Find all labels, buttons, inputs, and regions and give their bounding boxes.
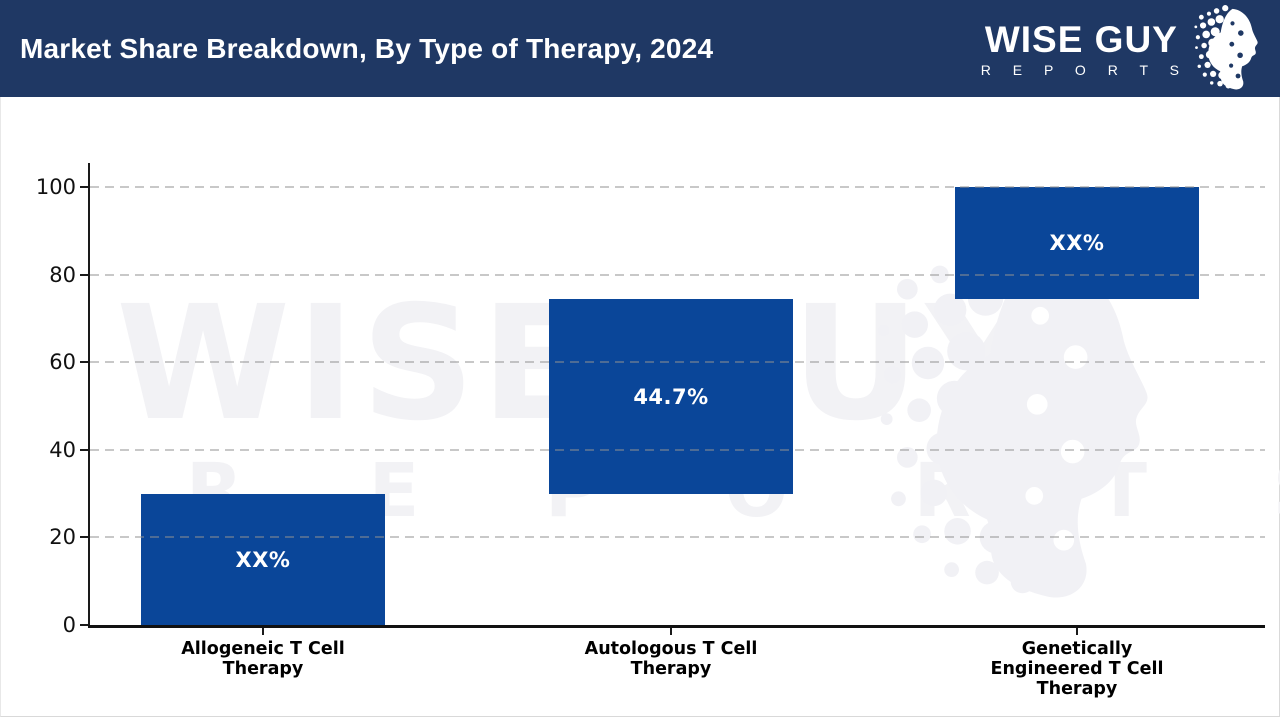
x-tick-2: [670, 628, 672, 635]
y-tick-60: [80, 361, 88, 364]
y-axis-line: [88, 163, 90, 628]
y-tick-label-60: 60: [49, 350, 76, 375]
gridline-80: [90, 273, 1265, 276]
x-category-label-2: Autologous T Cell Therapy: [584, 639, 758, 679]
y-tick-20: [80, 536, 88, 539]
bar-2: 44.7%: [549, 298, 793, 495]
bar-value-label-1: XX%: [235, 547, 291, 572]
y-tick-100: [80, 186, 88, 188]
gridline-40: [90, 448, 1265, 451]
y-tick-label-0: 0: [62, 613, 76, 637]
x-tick-3: [1076, 628, 1078, 635]
logo-name: WISE GUY: [984, 18, 1178, 60]
y-tick-label-80: 80: [49, 262, 76, 287]
bar-value-label-2: 44.7%: [633, 384, 709, 409]
y-tick-label-20: 20: [49, 525, 76, 550]
x-axis-line: [88, 625, 1265, 628]
page-title: Market Share Breakdown, By Type of Thera…: [20, 32, 714, 64]
gridline-100: [90, 186, 1265, 188]
y-tick-label-40: 40: [49, 437, 76, 462]
logo-tagline: R E P O R T S: [980, 61, 1188, 78]
wiseguy-logo: WISE GUY R E P O R T S: [975, 5, 1266, 92]
bar-value-label-3: XX%: [1049, 230, 1105, 255]
header: Market Share Breakdown, By Type of Thera…: [0, 0, 1280, 97]
bar-3: XX%: [955, 187, 1199, 299]
logo-text: WISE GUY R E P O R T S: [975, 21, 1188, 78]
gridline-20: [90, 536, 1265, 539]
gridline-60: [90, 361, 1265, 364]
x-tick-1: [262, 628, 264, 635]
y-tick-0: [80, 624, 88, 626]
x-category-label-3: Genetically Engineered T Cell Therapy: [990, 639, 1164, 699]
y-tick-40: [80, 448, 88, 451]
wiseguy-face-icon: [1194, 5, 1258, 90]
y-tick-label-100: 100: [35, 175, 76, 199]
y-tick-80: [80, 273, 88, 276]
x-category-label-1: Allogeneic T Cell Therapy: [181, 639, 345, 679]
bar-1: XX%: [141, 494, 385, 625]
